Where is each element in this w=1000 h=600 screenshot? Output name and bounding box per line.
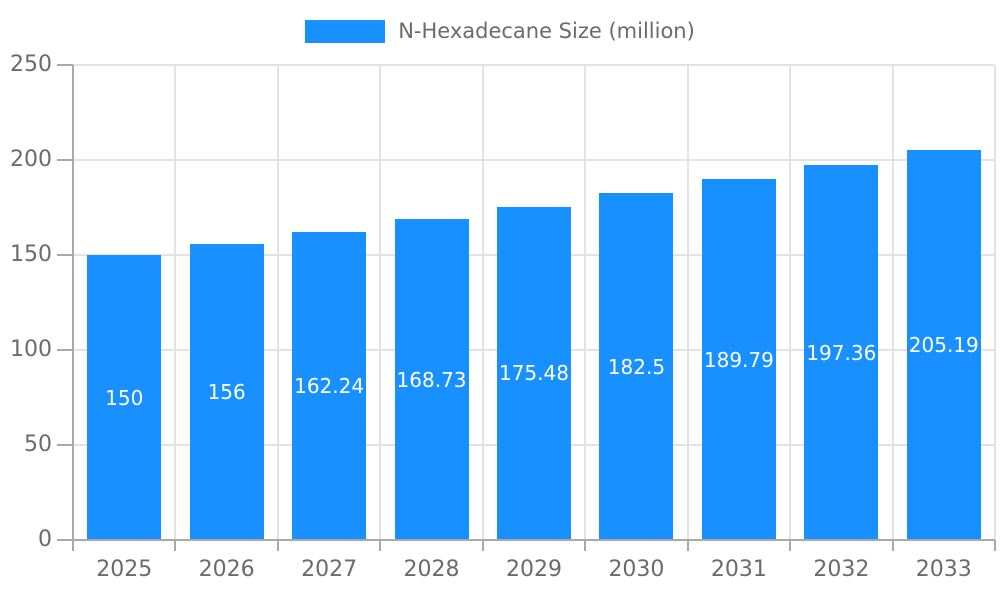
x-axis-line (57, 539, 995, 541)
x-gridline (994, 65, 996, 540)
bar[interactable] (87, 255, 162, 539)
x-tick (72, 540, 74, 551)
y-axis-tick-label: 150 (10, 242, 52, 267)
y-axis-tick-label: 50 (24, 432, 52, 457)
y-tick (57, 444, 73, 446)
legend-label: N-Hexadecane Size (million) (398, 18, 695, 43)
bar-value-label: 182.5 (607, 354, 666, 379)
bar-value-label: 197.36 (806, 340, 877, 365)
bar[interactable] (394, 219, 469, 539)
x-axis-tick-label: 2028 (403, 557, 460, 582)
y-axis-tick-label: 0 (38, 527, 52, 552)
bar-value-label: 150 (105, 385, 144, 410)
x-tick (789, 540, 792, 551)
y-axis-tick-label: 200 (10, 147, 52, 172)
x-gridline (891, 65, 894, 540)
bar-value-label: 162.24 (294, 373, 365, 398)
x-tick (994, 540, 996, 551)
x-gridline (686, 65, 689, 540)
bar[interactable] (906, 150, 981, 539)
y-axis-tick-label: 100 (10, 337, 52, 362)
x-axis-tick-label: 2030 (608, 557, 665, 582)
x-axis-tick-label: 2029 (505, 557, 562, 582)
x-tick (686, 540, 689, 551)
x-tick (276, 540, 279, 551)
bar[interactable] (701, 179, 776, 539)
bar[interactable] (189, 243, 264, 539)
y-gridline (73, 64, 995, 66)
bar-value-label: 189.79 (703, 347, 774, 372)
x-tick (584, 540, 587, 551)
x-axis-tick-label: 2031 (710, 557, 767, 582)
x-gridline (276, 65, 279, 540)
x-gridline (174, 65, 177, 540)
x-axis-tick-label: 2032 (813, 557, 870, 582)
x-tick (891, 540, 894, 551)
y-tick (57, 349, 73, 351)
x-gridline (379, 65, 382, 540)
bar-value-label: 168.73 (396, 367, 467, 392)
x-axis-tick-label: 2025 (96, 557, 153, 582)
y-tick (57, 254, 73, 256)
y-axis-tick-label: 250 (10, 52, 52, 77)
y-tick (57, 159, 73, 161)
bar-value-label: 205.19 (908, 333, 979, 358)
x-tick (174, 540, 177, 551)
bar[interactable] (497, 206, 571, 539)
x-tick (481, 540, 484, 551)
x-tick (379, 540, 382, 551)
legend-swatch-icon (305, 19, 386, 43)
bar[interactable] (599, 193, 674, 539)
x-gridline (789, 65, 792, 540)
x-axis-tick-label: 2033 (915, 557, 972, 582)
x-gridline (584, 65, 587, 540)
x-axis-tick-label: 2027 (301, 557, 358, 582)
bar[interactable] (804, 165, 879, 539)
bar[interactable] (292, 231, 367, 539)
bar-value-label: 156 (207, 379, 246, 404)
legend[interactable]: N-Hexadecane Size (million) (0, 16, 1000, 46)
x-axis-tick-label: 2026 (198, 557, 255, 582)
y-tick (57, 64, 73, 66)
bar-value-label: 175.48 (498, 361, 569, 386)
y-gridline (73, 159, 995, 161)
y-axis-line (72, 65, 74, 541)
x-gridline (481, 65, 484, 540)
